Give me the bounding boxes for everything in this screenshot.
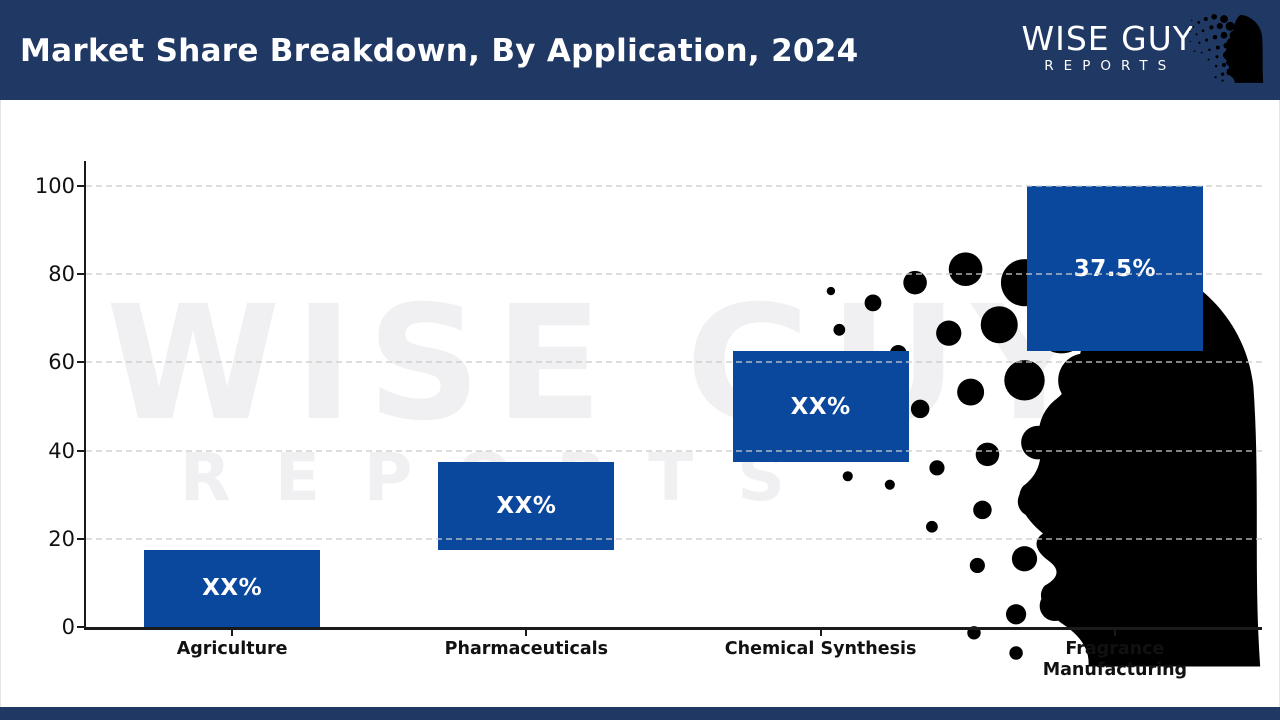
bar-value-label: XX%: [496, 492, 557, 519]
gridline-y80: [86, 273, 1262, 276]
x-axis-category-label: Chemical Synthesis: [724, 639, 917, 659]
gridline-y100: [86, 185, 1262, 187]
y-axis-tick-label: 100: [34, 174, 75, 198]
logo-wordmark: WISE GUY: [1021, 18, 1194, 58]
x-axis-line: [84, 627, 1262, 630]
y-axis-tick-label: 0: [61, 615, 75, 639]
bar-value-label: XX%: [202, 575, 263, 602]
bar-value-label: 37.5%: [1073, 255, 1157, 282]
x-axis-tick-mark: [819, 629, 822, 636]
x-axis-tick-mark: [1113, 629, 1116, 636]
gridline-y20: [86, 537, 1262, 540]
x-axis-tick-mark: [231, 629, 234, 636]
footer-bar: [0, 707, 1280, 720]
bar-value-label: XX%: [790, 393, 851, 420]
y-axis-tick-mark: [77, 361, 85, 364]
header-bar: Market Share Breakdown, By Application, …: [0, 0, 1280, 100]
wise-guy-reports-logo: WISE GUY REPORTS: [1021, 10, 1266, 84]
x-axis-category-label: Pharmaceuticals: [444, 639, 609, 659]
x-axis-category-label: Fragrance Manufacturing: [1042, 639, 1188, 680]
bar-pharmaceuticals: XX%: [438, 461, 615, 550]
y-axis-tick-label: 20: [48, 526, 75, 551]
bar-chemical-synthesis: XX%: [732, 351, 909, 462]
y-axis-tick-mark: [77, 626, 85, 628]
x-axis-tick-mark: [525, 629, 528, 636]
y-axis-tick-label: 40: [48, 438, 75, 463]
y-axis-tick-mark: [77, 537, 85, 540]
gridline-y40: [86, 449, 1262, 452]
bar-agriculture: XX%: [144, 549, 321, 627]
gridline-y60: [86, 361, 1262, 364]
x-axis-category-label: Agriculture: [176, 639, 288, 659]
y-axis-tick-label: 80: [48, 262, 75, 287]
y-axis-tick-mark: [77, 185, 85, 187]
bar-fragrance-manufacturing: 37.5%: [1026, 186, 1203, 352]
y-axis-line: [84, 161, 86, 629]
y-axis-tick-mark: [77, 449, 85, 452]
page-title: Market Share Breakdown, By Application, …: [20, 33, 859, 69]
logo-subtitle: REPORTS: [1044, 57, 1177, 74]
y-axis-tick-label: 60: [48, 350, 75, 375]
y-axis-tick-mark: [77, 273, 85, 276]
